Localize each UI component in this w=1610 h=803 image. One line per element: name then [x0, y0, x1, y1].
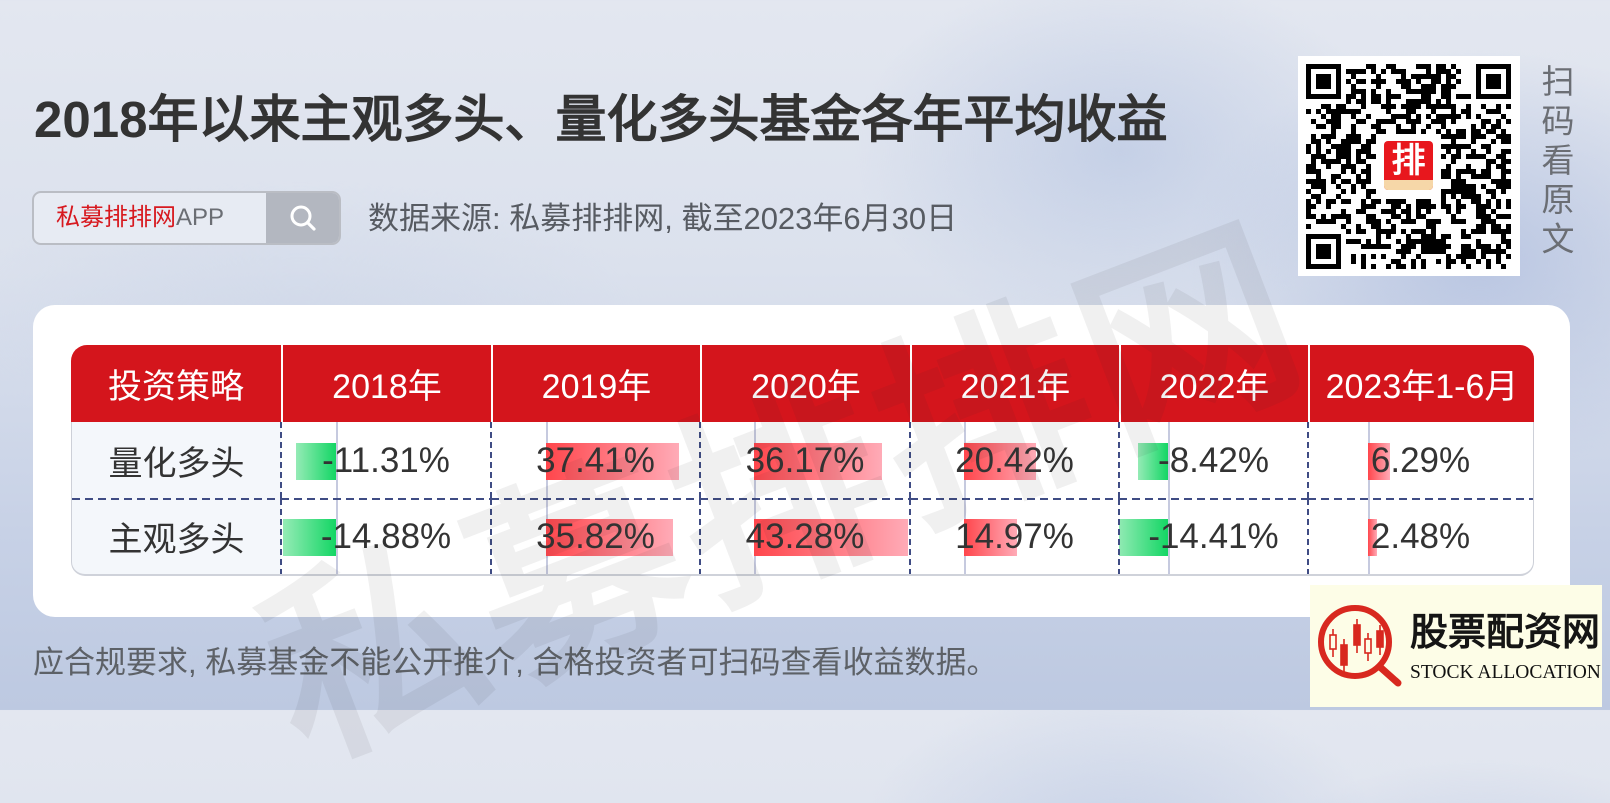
value-bar	[964, 442, 1037, 480]
table-cell: 20.42%	[909, 422, 1119, 500]
search-brand-text: 私募排排网	[56, 204, 176, 231]
cell-value: 6.29%	[1370, 440, 1471, 480]
qr-code: 排	[1298, 56, 1520, 276]
search-icon	[290, 205, 316, 231]
cell-value: 14.97%	[955, 516, 1074, 556]
table-cell: 6.29%	[1307, 422, 1534, 500]
cell-value: 35.82%	[536, 516, 655, 556]
table-cell: 2.48%	[1307, 499, 1534, 576]
table-cell: 14.97%	[909, 499, 1119, 576]
zero-axis	[1168, 499, 1170, 574]
logo-title: 股票配资网	[1410, 612, 1601, 654]
value-bar	[754, 518, 908, 556]
zero-axis	[1168, 422, 1170, 499]
magnifier-candlestick-icon	[1318, 605, 1402, 687]
qr-logo-char: 排	[1391, 142, 1426, 180]
header-2021: 2021年	[910, 345, 1119, 422]
header-2018: 2018年	[281, 345, 491, 422]
cell-value: 37.41%	[536, 440, 655, 480]
value-bar	[295, 442, 336, 480]
header-2023-h1: 2023年1-6月	[1308, 345, 1534, 422]
header-2022: 2022年	[1119, 345, 1308, 422]
row-label-quant: 量化多头	[71, 422, 281, 500]
table-card: 投资策略 2018年 2019年 2020年 2021年 2022年 2023年…	[33, 305, 1570, 617]
table-cell: 37.41%	[490, 422, 700, 500]
value-bar	[754, 442, 883, 480]
zero-axis	[336, 422, 338, 499]
table-cell: 43.28%	[699, 499, 910, 576]
logo-subtitle: STOCK ALLOCATION	[1410, 662, 1601, 683]
table-cell: 35.82%	[490, 499, 700, 576]
qr-logo-band	[1384, 180, 1433, 190]
row-label-subjective: 主观多头	[71, 499, 281, 576]
row-label-text: 量化多头	[108, 445, 245, 483]
header-2019: 2019年	[491, 345, 700, 422]
value-bar	[1138, 442, 1168, 480]
header-2020: 2020年	[700, 345, 910, 422]
qr-caption: 扫码看原文	[1537, 64, 1574, 261]
cell-value: -14.41%	[1148, 516, 1279, 556]
search-button[interactable]	[266, 193, 339, 243]
value-bar	[546, 442, 679, 480]
cell-value: -8.42%	[1158, 440, 1269, 480]
stock-allocation-logo: 股票配资网 STOCK ALLOCATION	[1310, 585, 1602, 707]
cell-value: 2.48%	[1370, 516, 1471, 556]
value-bar	[283, 518, 336, 556]
table-cell: -14.88%	[280, 499, 491, 576]
cell-value: 20.42%	[955, 440, 1074, 480]
value-bar	[1368, 518, 1377, 556]
row-label-text: 主观多头	[108, 521, 245, 559]
table-cell: -8.42%	[1118, 422, 1308, 500]
value-bar	[964, 518, 1018, 556]
data-source-text: 数据来源: 私募排排网, 截至2023年6月30日	[368, 201, 958, 236]
value-bar	[1119, 518, 1168, 556]
returns-table: 投资策略 2018年 2019年 2020年 2021年 2022年 2023年…	[71, 345, 1534, 576]
table-cell: 36.17%	[699, 422, 910, 500]
cell-value: -14.88%	[320, 516, 452, 556]
cell-value: 36.17%	[745, 440, 865, 480]
search-suffix-text: APP	[176, 204, 225, 231]
compliance-note: 应合规要求, 私募基金不能公开推介, 合格投资者可扫码查看收益数据。	[33, 645, 998, 680]
search-box[interactable]: 私募排排网APP	[32, 191, 341, 245]
page-title: 2018年以来主观多头、量化多头基金各年平均收益	[34, 91, 1168, 148]
header-strategy: 投资策略	[71, 345, 281, 422]
value-bar	[1368, 442, 1391, 480]
zero-axis	[336, 499, 338, 574]
cell-value: 43.28%	[745, 516, 865, 556]
qr-center-logo: 排	[1380, 137, 1437, 194]
search-input[interactable]: 私募排排网APP	[34, 193, 266, 243]
cell-value: -11.31%	[322, 440, 450, 480]
table-cell: -11.31%	[280, 422, 491, 500]
qr-pattern	[1306, 64, 1511, 269]
value-bar	[546, 518, 674, 556]
table-cell: -14.41%	[1118, 499, 1308, 576]
